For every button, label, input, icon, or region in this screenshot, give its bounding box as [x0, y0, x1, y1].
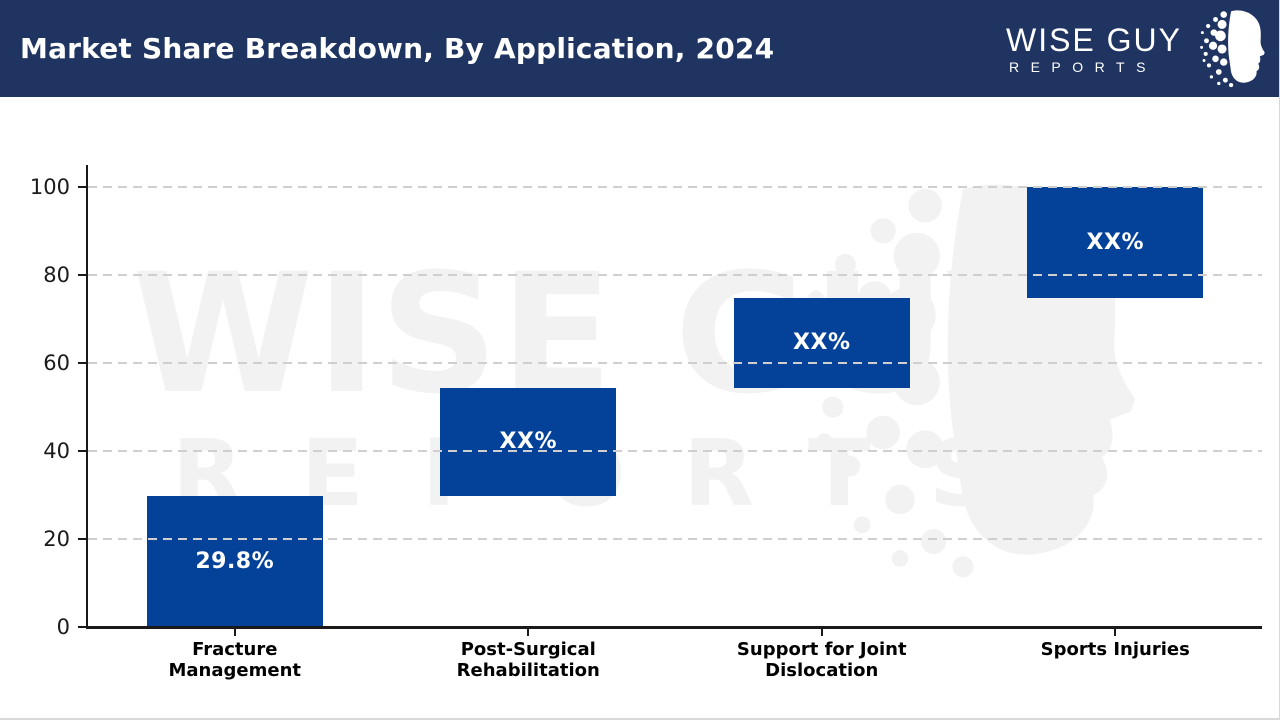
gridline-80: [88, 274, 1262, 276]
x-category-label: Post-Surgical Rehabilitation: [456, 639, 600, 682]
gridline-20: [88, 538, 1262, 540]
bar-segment: XX%: [733, 298, 910, 388]
bar-value-label: 29.8%: [195, 548, 275, 574]
y-tick-label: 80: [43, 263, 70, 287]
gridline-40: [88, 450, 1262, 452]
y-tick-label: 100: [29, 175, 70, 199]
y-axis-line: [86, 165, 88, 629]
y-tick-mark: [78, 538, 86, 540]
x-category-label: Sports Injuries: [1040, 639, 1190, 660]
y-tick-label: 0: [56, 615, 70, 639]
x-axis-line: [86, 626, 1262, 629]
header-banner: Market Share Breakdown, By Application, …: [0, 0, 1279, 97]
y-tick-label: 60: [43, 351, 70, 375]
x-tick-mark: [820, 629, 823, 636]
x-category-label: Fracture Management: [168, 639, 302, 682]
y-tick-mark: [78, 186, 86, 188]
bar-segment: XX%: [1027, 187, 1204, 299]
x-tick-mark: [233, 629, 236, 636]
y-tick-label: 40: [43, 439, 70, 463]
x-tick-mark: [527, 629, 530, 636]
y-tick-mark: [78, 362, 86, 364]
y-tick-mark: [78, 626, 86, 628]
gridline-100: [88, 186, 1262, 188]
y-tick-mark: [78, 274, 86, 276]
logo-text: WISE GUY REPORTS: [1006, 24, 1182, 74]
y-tick-mark: [78, 450, 86, 452]
bar-value-label: XX%: [1086, 230, 1144, 256]
wiseguy-face-icon: [1186, 7, 1268, 91]
bar-value-label: XX%: [793, 330, 851, 356]
logo-subtext: REPORTS: [1008, 59, 1157, 75]
y-tick-label: 20: [43, 527, 70, 551]
wiseguy-logo: WISE GUY REPORTS: [1006, 6, 1268, 92]
x-tick-mark: [1114, 629, 1117, 636]
gridline-60: [88, 362, 1262, 364]
x-category-label: Support for Joint Dislocation: [736, 639, 907, 682]
logo-wordmark: WISE GUY: [1005, 22, 1182, 58]
bar-segment: XX%: [440, 387, 617, 496]
chart-title: Market Share Breakdown, By Application, …: [20, 32, 775, 65]
bar-segment: 29.8%: [146, 495, 323, 627]
